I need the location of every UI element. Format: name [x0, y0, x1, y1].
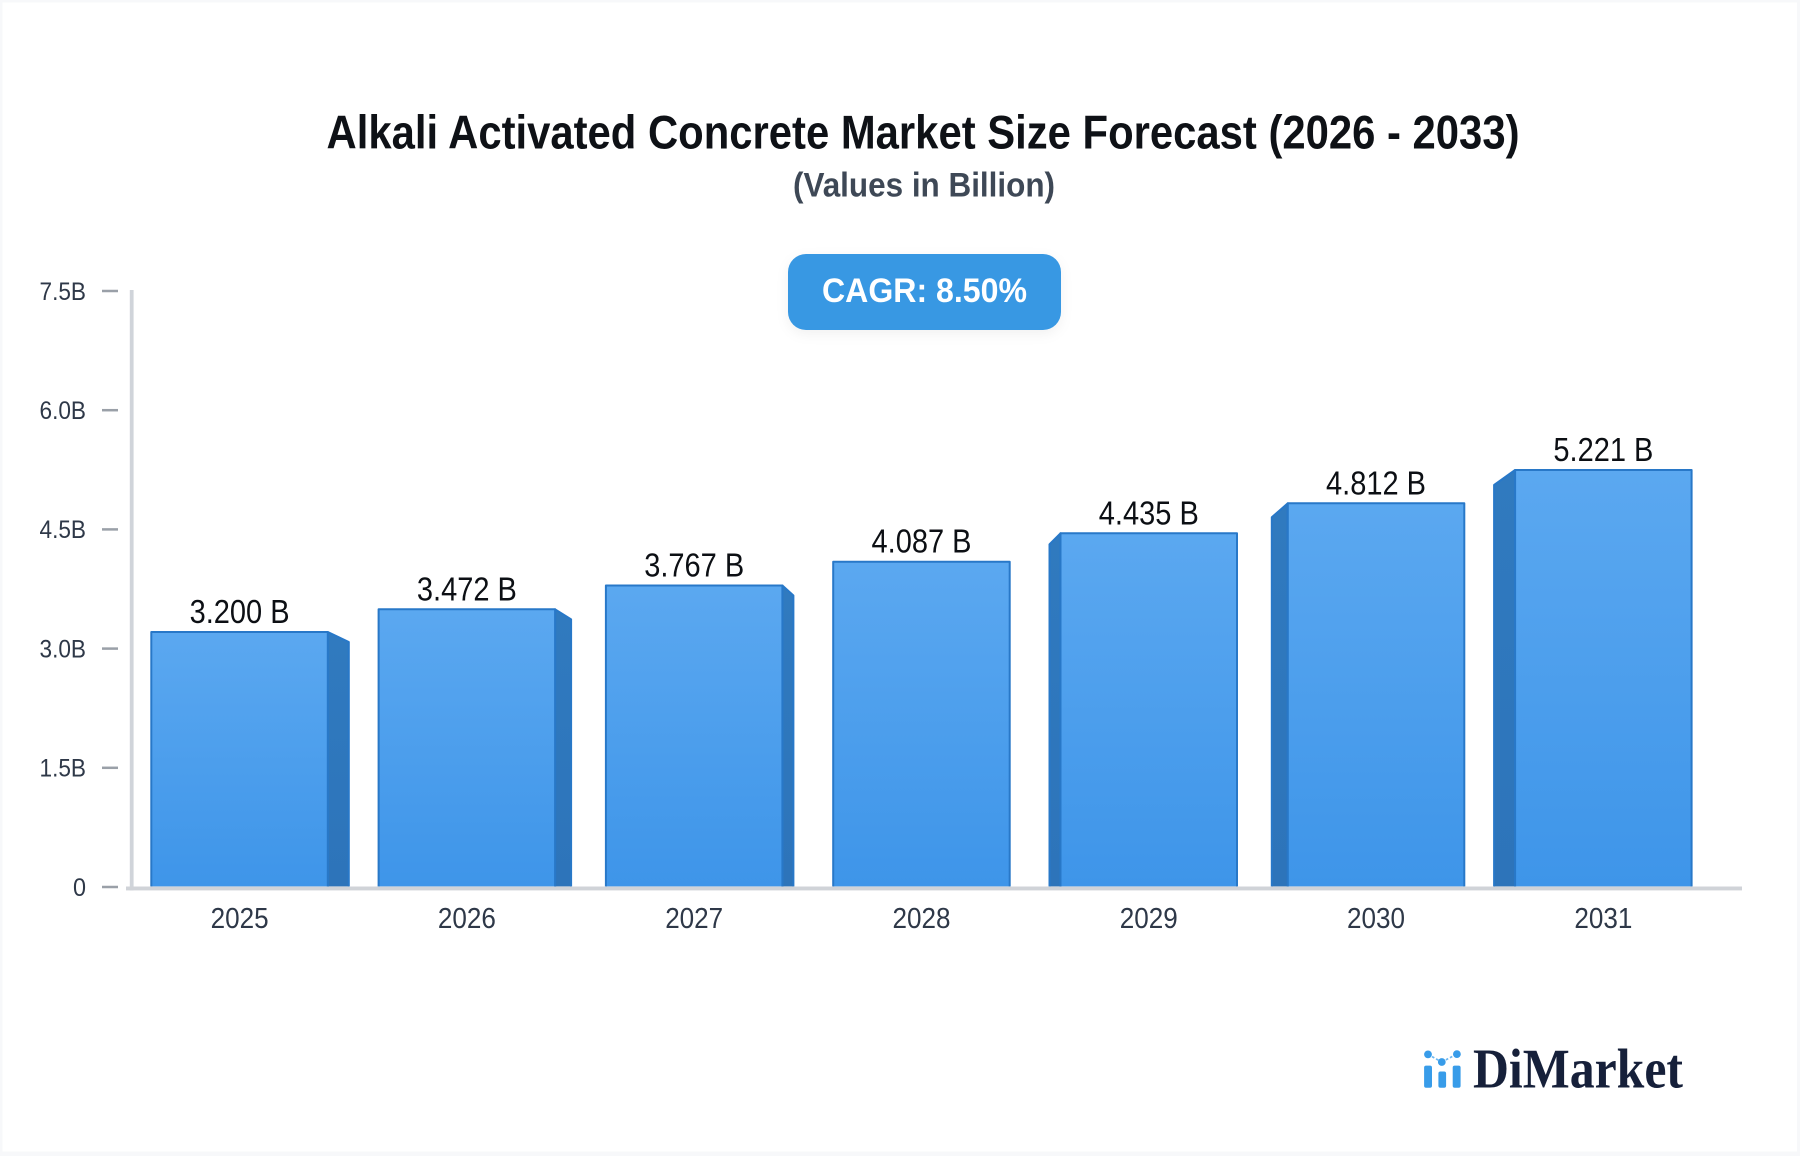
svg-text:4.435 B: 4.435 B	[1099, 495, 1199, 532]
svg-text:2028: 2028	[893, 903, 951, 935]
svg-text:3.767 B: 3.767 B	[644, 548, 744, 585]
svg-text:Alkali Activated Concrete Mark: Alkali Activated Concrete Market Size Fo…	[327, 105, 1520, 158]
svg-text:2026: 2026	[438, 903, 496, 935]
svg-text:3.472 B: 3.472 B	[417, 571, 517, 608]
svg-text:2030: 2030	[1347, 903, 1405, 935]
svg-text:5.221 B: 5.221 B	[1553, 432, 1653, 469]
svg-text:1.5B: 1.5B	[40, 755, 87, 783]
svg-text:3.200 B: 3.200 B	[190, 594, 290, 631]
svg-text:2031: 2031	[1574, 903, 1632, 935]
svg-text:DiMarket: DiMarket	[1473, 1039, 1683, 1101]
svg-text:2027: 2027	[665, 903, 723, 935]
svg-text:2025: 2025	[211, 903, 269, 935]
svg-text:7.5B: 7.5B	[40, 278, 87, 306]
svg-text:(Values in Billion): (Values in Billion)	[793, 166, 1055, 204]
svg-text:4.812 B: 4.812 B	[1326, 465, 1426, 502]
svg-text:4.087 B: 4.087 B	[872, 524, 972, 561]
svg-text:4.5B: 4.5B	[40, 516, 87, 544]
svg-text:0: 0	[73, 874, 86, 902]
svg-text:2029: 2029	[1120, 903, 1178, 935]
svg-text:6.0B: 6.0B	[40, 397, 87, 425]
svg-text:CAGR: 8.50%: CAGR: 8.50%	[822, 272, 1027, 310]
svg-text:3.0B: 3.0B	[40, 636, 87, 664]
